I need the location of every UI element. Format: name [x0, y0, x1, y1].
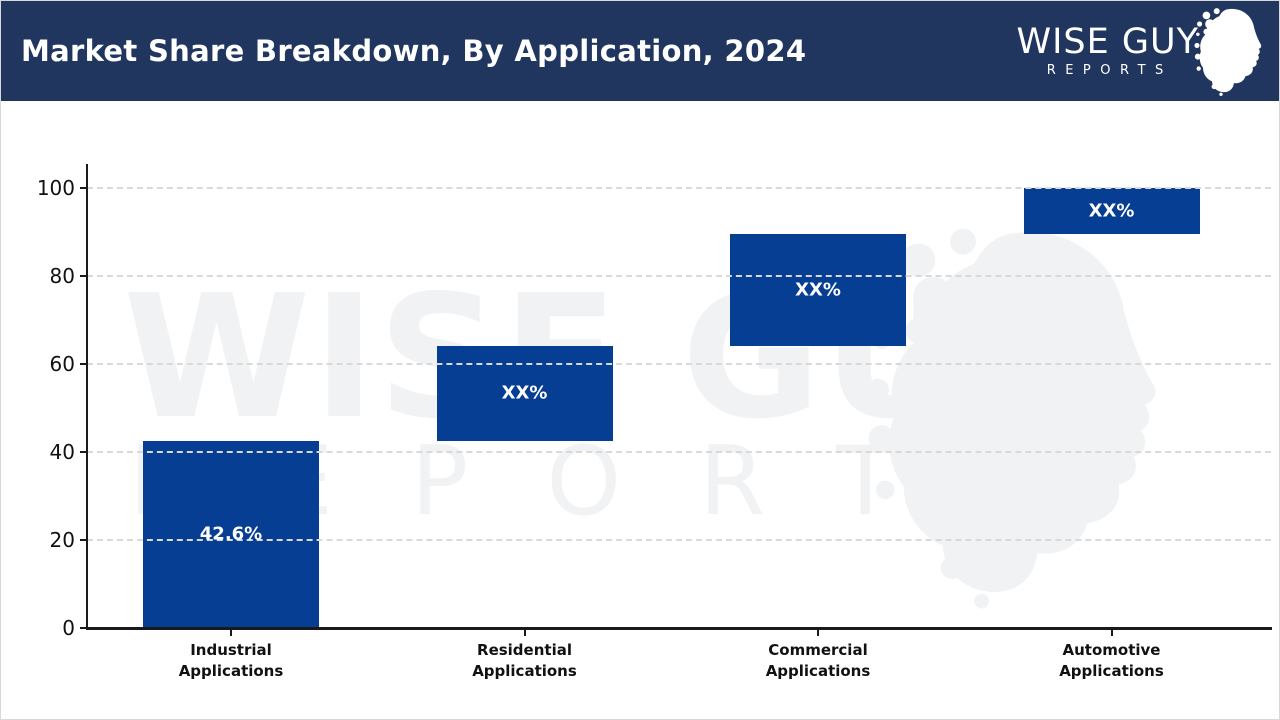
y-gridline	[87, 539, 1271, 541]
y-tick	[80, 451, 87, 453]
x-category-label-line: Industrial	[190, 641, 272, 659]
x-category-label-line: Applications	[472, 662, 577, 680]
y-tick	[80, 539, 87, 541]
y-tick-label: 60	[49, 352, 75, 376]
y-tick-label: 100	[36, 176, 75, 200]
x-category-label: Commercial Applications	[698, 640, 938, 682]
y-gridline	[87, 363, 1271, 365]
x-tick	[817, 628, 819, 636]
logo-wordmark-line2: REPORTS	[1046, 63, 1173, 78]
x-axis-line	[86, 627, 1272, 630]
header-bar: Market Share Breakdown, By Application, …	[1, 1, 1279, 101]
y-tick	[80, 627, 87, 629]
x-category-label-line: Applications	[765, 662, 871, 680]
x-category-label-line: Automotive	[1062, 641, 1161, 659]
bar-value-label: 42.6%	[199, 523, 263, 545]
logo-wordmark: WISE GUY REPORTS	[1016, 22, 1199, 78]
x-category-label-line: Commercial	[768, 641, 868, 659]
x-tick	[230, 628, 232, 636]
y-tick-label: 40	[49, 440, 75, 464]
x-category-label: Residential Applications	[405, 640, 645, 682]
wise-guy-logo: WISE GUY REPORTS	[1016, 6, 1267, 96]
bar-value-label: XX%	[501, 382, 548, 404]
x-category-label-line: Applications	[178, 662, 284, 680]
y-tick-label: 80	[49, 264, 75, 288]
page-title: Market Share Breakdown, By Application, …	[21, 34, 807, 68]
y-gridline	[87, 275, 1271, 277]
x-tick	[523, 628, 526, 636]
bar-automotive	[1023, 188, 1200, 235]
y-tick-label: 0	[62, 616, 75, 640]
bar-residential	[436, 345, 613, 441]
dotted-head-icon	[1194, 8, 1262, 96]
x-category-label-line: Residential	[477, 641, 572, 659]
y-tick	[80, 363, 87, 365]
y-gridline	[87, 451, 1271, 453]
x-category-label-line: Applications	[1059, 662, 1164, 680]
bar-value-label: XX%	[795, 279, 841, 301]
bar-commercial	[730, 234, 906, 346]
y-gridline	[87, 187, 1271, 189]
logo-wordmark-line1: WISE GUY	[1016, 22, 1199, 62]
y-tick	[80, 275, 87, 277]
y-tick-label: 20	[49, 528, 75, 552]
bar-value-label: XX%	[1088, 200, 1135, 222]
x-tick	[1110, 628, 1113, 636]
y-tick	[80, 187, 87, 189]
y-axis-line	[86, 164, 88, 630]
x-category-label: Industrial Applications	[111, 640, 351, 682]
bar-industrial	[143, 440, 319, 628]
x-category-label: Automotive Applications	[992, 640, 1232, 682]
